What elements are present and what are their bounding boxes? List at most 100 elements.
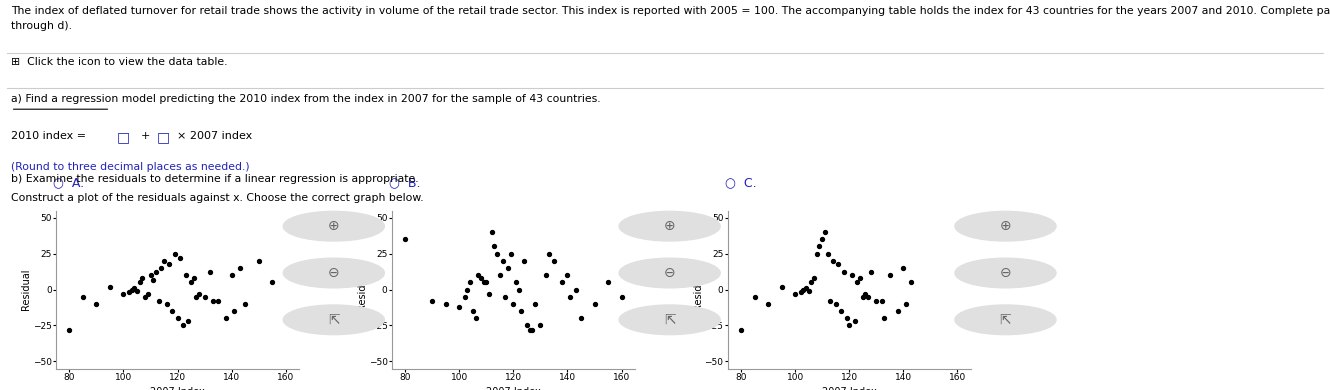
X-axis label: 2007 Index: 2007 Index bbox=[485, 387, 541, 390]
Point bbox=[835, 315, 857, 321]
Point bbox=[730, 327, 751, 333]
Point bbox=[465, 315, 487, 321]
Point bbox=[173, 323, 194, 329]
Point bbox=[866, 298, 887, 304]
Text: ○  C.: ○ C. bbox=[725, 176, 757, 189]
Point bbox=[132, 275, 153, 281]
Point bbox=[503, 301, 524, 307]
Point bbox=[557, 272, 579, 278]
Point bbox=[207, 298, 229, 304]
Point bbox=[156, 301, 177, 307]
Point bbox=[495, 294, 516, 300]
Point bbox=[801, 279, 822, 285]
Point bbox=[833, 269, 854, 275]
Point bbox=[194, 294, 215, 300]
Point bbox=[166, 315, 188, 321]
Point bbox=[126, 288, 148, 294]
Point bbox=[817, 250, 838, 257]
Point bbox=[809, 243, 830, 250]
Point bbox=[524, 301, 545, 307]
Point bbox=[121, 286, 142, 292]
Point bbox=[459, 279, 480, 285]
Point bbox=[571, 315, 592, 321]
Point bbox=[181, 279, 202, 285]
Point bbox=[489, 272, 511, 278]
Point bbox=[793, 286, 814, 292]
Point bbox=[879, 272, 900, 278]
Point bbox=[164, 250, 185, 257]
Point bbox=[790, 289, 811, 296]
Point bbox=[795, 285, 817, 291]
Point bbox=[516, 323, 537, 329]
Point bbox=[874, 315, 895, 321]
Point bbox=[552, 279, 573, 285]
Point bbox=[519, 327, 540, 333]
Point bbox=[814, 229, 835, 235]
Point bbox=[758, 301, 779, 307]
Point bbox=[529, 323, 551, 329]
Point bbox=[853, 294, 874, 300]
Text: The index of deflated turnover for retail trade shows the activity in volume of : The index of deflated turnover for retai… bbox=[11, 6, 1330, 16]
Text: ○  B.: ○ B. bbox=[390, 176, 420, 189]
Point bbox=[170, 255, 192, 261]
Point bbox=[124, 285, 145, 291]
Point bbox=[825, 301, 846, 307]
Point bbox=[129, 279, 150, 285]
Point bbox=[484, 243, 505, 250]
Point bbox=[861, 269, 882, 275]
Point bbox=[511, 308, 532, 314]
Point bbox=[827, 261, 849, 267]
Point bbox=[422, 298, 443, 304]
Point bbox=[471, 275, 492, 281]
Point bbox=[148, 298, 169, 304]
Text: ⇱: ⇱ bbox=[1000, 313, 1011, 327]
Point bbox=[521, 327, 543, 333]
Text: Construct a plot of the residuals against x. Choose the correct graph below.: Construct a plot of the residuals agains… bbox=[11, 193, 423, 203]
Point bbox=[456, 286, 477, 292]
Point bbox=[505, 279, 527, 285]
Point bbox=[560, 294, 581, 300]
Point bbox=[150, 265, 172, 271]
Y-axis label: Residual: Residual bbox=[21, 269, 32, 310]
Point bbox=[178, 318, 199, 324]
Point bbox=[100, 284, 121, 290]
Point bbox=[900, 279, 922, 285]
Point bbox=[543, 258, 564, 264]
Point bbox=[158, 261, 180, 267]
Point bbox=[176, 272, 197, 278]
Point bbox=[819, 298, 841, 304]
Point bbox=[202, 298, 223, 304]
Text: □: □ bbox=[117, 131, 130, 145]
Point bbox=[153, 258, 174, 264]
Point bbox=[118, 289, 140, 296]
Text: ⇱: ⇱ bbox=[329, 313, 339, 327]
Point bbox=[476, 279, 497, 285]
Text: ⊖: ⊖ bbox=[664, 266, 676, 280]
Point bbox=[597, 279, 618, 285]
Point bbox=[85, 301, 106, 307]
Point bbox=[435, 301, 456, 307]
Point bbox=[454, 294, 475, 300]
Point bbox=[743, 294, 765, 300]
Point bbox=[468, 272, 489, 278]
Point bbox=[500, 250, 521, 257]
Point bbox=[221, 272, 242, 278]
Text: 2010 index =: 2010 index = bbox=[11, 131, 85, 141]
Point bbox=[858, 294, 879, 300]
Point bbox=[513, 258, 535, 264]
Point bbox=[142, 277, 164, 283]
Point bbox=[830, 308, 851, 314]
Point bbox=[113, 291, 134, 297]
Point bbox=[798, 288, 819, 294]
Point bbox=[184, 275, 205, 281]
Point bbox=[262, 279, 283, 285]
Y-axis label: Residual: Residual bbox=[358, 269, 367, 310]
Text: ⊖: ⊖ bbox=[1000, 266, 1011, 280]
Point bbox=[223, 308, 245, 314]
Point bbox=[479, 291, 500, 297]
Point bbox=[508, 286, 529, 292]
Point bbox=[806, 250, 827, 257]
Point bbox=[771, 284, 793, 290]
Point bbox=[137, 291, 158, 297]
Point bbox=[584, 301, 605, 307]
